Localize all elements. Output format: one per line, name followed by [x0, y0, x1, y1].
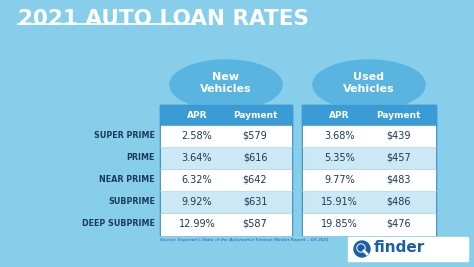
Text: 12.99%: 12.99% [179, 219, 215, 229]
Text: $616: $616 [243, 153, 267, 163]
Text: $457: $457 [386, 153, 411, 163]
Text: $587: $587 [243, 219, 267, 229]
Bar [161, 214, 291, 234]
Text: $486: $486 [386, 197, 411, 207]
Bar [161, 147, 291, 168]
Text: 6.32%: 6.32% [182, 175, 212, 185]
Text: Used
Vehicles: Used Vehicles [343, 72, 395, 94]
Text: 15.91%: 15.91% [321, 197, 358, 207]
Bar [161, 170, 291, 190]
Text: Source: Experian's State of the Automotive Finance Market Report – Q3 2021: Source: Experian's State of the Automoti… [160, 238, 329, 242]
Text: $631: $631 [243, 197, 267, 207]
Text: 3.64%: 3.64% [182, 153, 212, 163]
Text: finder: finder [374, 241, 425, 256]
Text: 3.68%: 3.68% [324, 131, 355, 141]
Circle shape [354, 241, 370, 257]
Text: NEAR PRIME: NEAR PRIME [100, 175, 155, 184]
Bar [160, 105, 292, 125]
Text: New
Vehicles: New Vehicles [200, 72, 252, 94]
Text: 5.35%: 5.35% [324, 153, 355, 163]
Text: APR: APR [329, 111, 350, 120]
Text: DEEP SUBPRIME: DEEP SUBPRIME [82, 219, 155, 229]
Text: 2.58%: 2.58% [182, 131, 212, 141]
Circle shape [357, 244, 365, 252]
Text: SUBPRIME: SUBPRIME [108, 198, 155, 206]
Text: PRIME: PRIME [127, 154, 155, 163]
Bar [303, 191, 435, 213]
Text: APR: APR [187, 111, 207, 120]
Bar [303, 214, 435, 234]
Text: Payment: Payment [376, 111, 421, 120]
Circle shape [358, 245, 364, 251]
Text: $642: $642 [243, 175, 267, 185]
Bar [161, 191, 291, 213]
Text: $476: $476 [386, 219, 411, 229]
Text: 19.85%: 19.85% [321, 219, 358, 229]
Text: $483: $483 [386, 175, 411, 185]
Bar [303, 170, 435, 190]
Ellipse shape [170, 60, 282, 109]
Bar [161, 125, 291, 147]
Bar [348, 237, 468, 261]
Bar [302, 105, 436, 125]
Text: SUPER PRIME: SUPER PRIME [94, 132, 155, 140]
Bar [303, 125, 435, 147]
Text: $439: $439 [386, 131, 411, 141]
Bar [160, 105, 292, 235]
Text: Payment: Payment [233, 111, 277, 120]
Text: $579: $579 [243, 131, 267, 141]
Text: 9.92%: 9.92% [182, 197, 212, 207]
Text: 2021 AUTO LOAN RATES: 2021 AUTO LOAN RATES [18, 9, 309, 29]
Bar [302, 105, 436, 235]
Ellipse shape [313, 60, 425, 109]
Bar [303, 147, 435, 168]
Text: 9.77%: 9.77% [324, 175, 355, 185]
